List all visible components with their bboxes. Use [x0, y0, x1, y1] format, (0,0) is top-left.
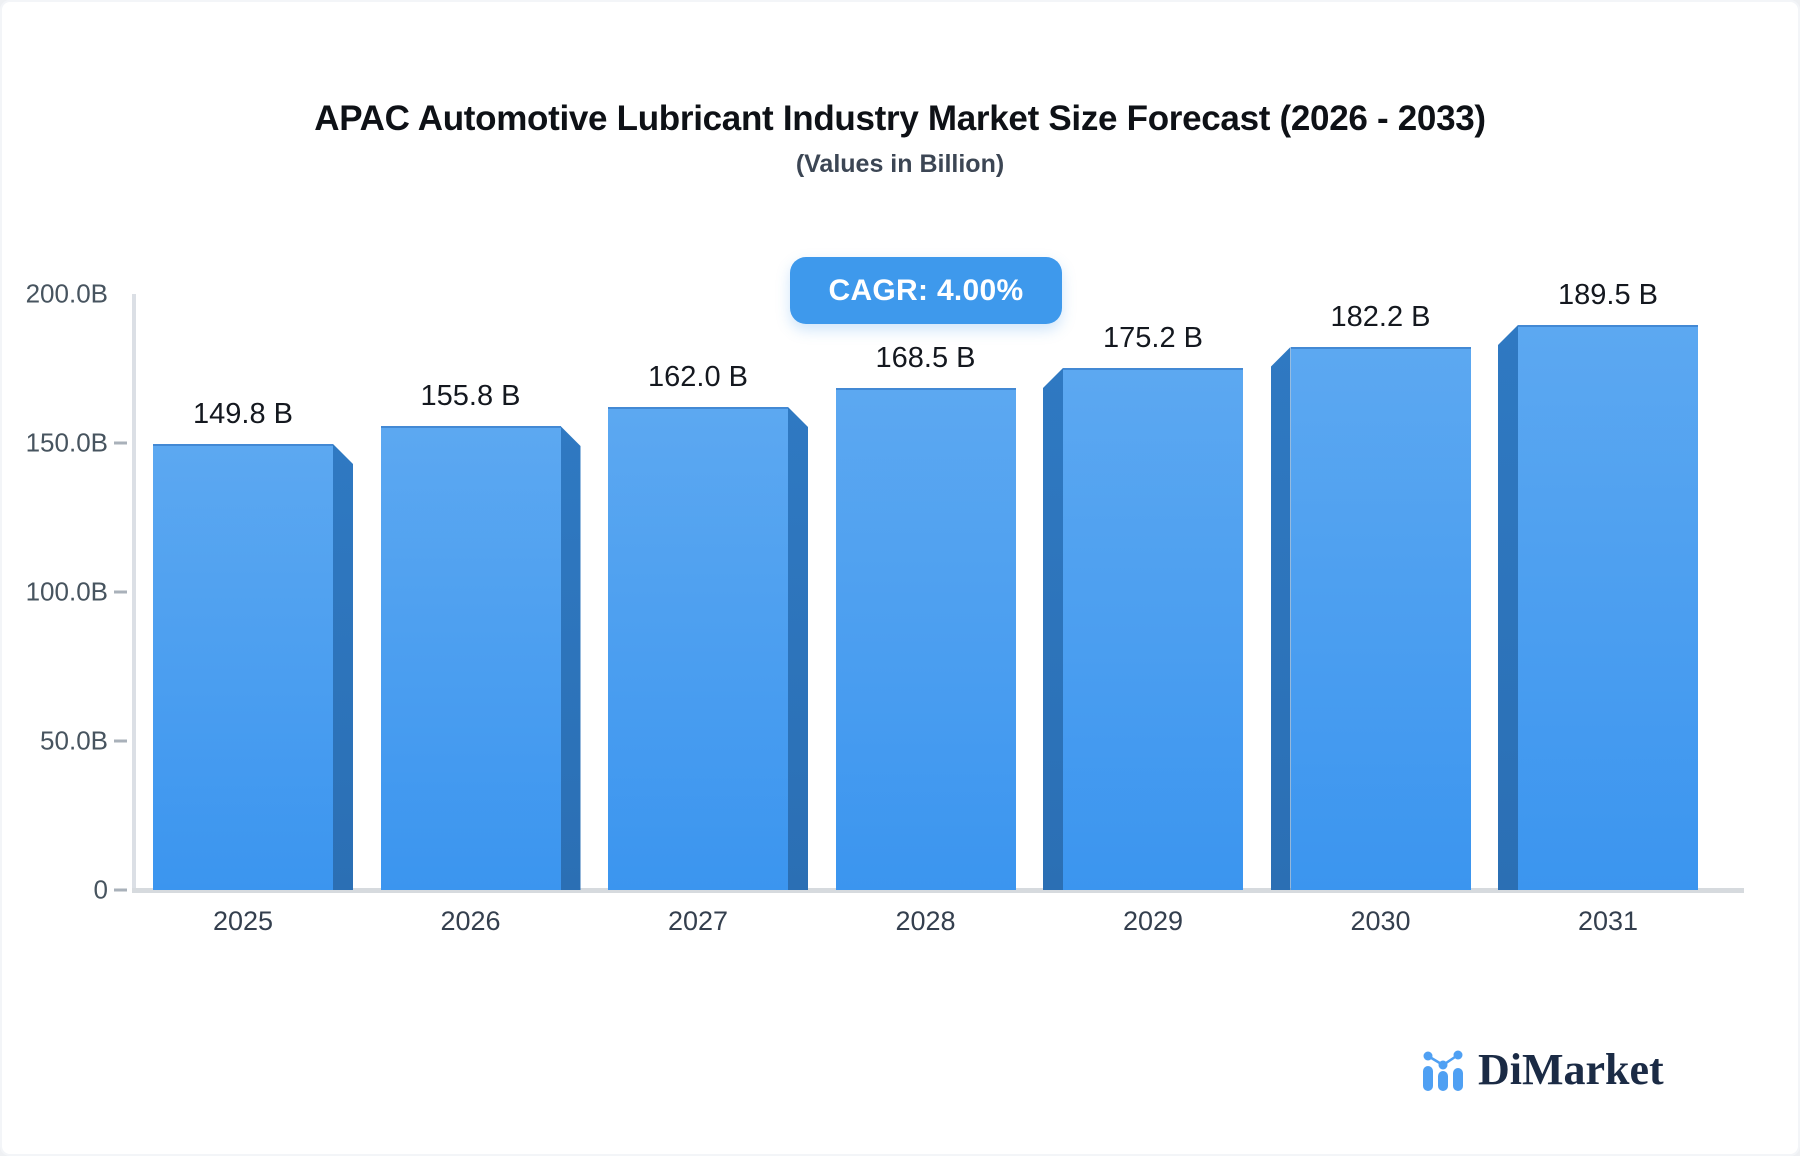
bar-bevel-2026 [560, 426, 581, 890]
x-axis-tick-label: 2027 [667, 906, 729, 936]
x-axis-tick-label: 2029 [1122, 906, 1184, 936]
bar-2025[interactable] [153, 444, 333, 890]
cagr-badge: CAGR: 4.00% [790, 257, 1062, 324]
chart-subtitle: (Values in Billion) [795, 150, 1005, 178]
x-axis-tick-label: 2025 [212, 906, 274, 936]
bar-bevel-2025 [333, 444, 353, 890]
brand-logo: DiMarket [1420, 1044, 1664, 1095]
bar-bevel-2031 [1498, 325, 1518, 890]
bar-2027[interactable] [608, 407, 788, 890]
x-axis-tick-label: 2026 [440, 906, 501, 936]
y-axis-tick-label: 200.0B [25, 278, 108, 309]
y-axis-tick-label: 0 [93, 874, 108, 905]
bar-2030[interactable] [1290, 347, 1471, 890]
bar-value-label: 155.8 B [420, 380, 521, 412]
y-axis-tick-label: 50.0B [40, 725, 108, 756]
mini-bar-line-chart-icon [1423, 1050, 1463, 1091]
bar-2031[interactable] [1518, 325, 1698, 890]
y-axis-tick-mark [114, 590, 127, 594]
x-axis-tick-label: 2031 [1577, 906, 1639, 936]
bar-value-label: 162.0 B [648, 361, 748, 393]
cagr-badge-text: CAGR: 4.00% [828, 273, 1024, 307]
bar-bevel-2029 [1043, 368, 1063, 890]
y-axis-line [132, 294, 136, 890]
y-axis-tick-mark [114, 441, 127, 445]
x-axis-tick-label: 2028 [895, 906, 956, 936]
y-axis-tick-label: 100.0B [25, 576, 108, 607]
y-axis-tick-mark [114, 739, 127, 743]
bar-2026[interactable] [380, 426, 561, 890]
bar-bevel-2027 [788, 407, 808, 890]
brand-name: DiMarket [1478, 1045, 1664, 1094]
bar-value-label: 149.8 B [193, 398, 293, 430]
bar-value-label: 182.2 B [1330, 301, 1431, 333]
x-axis-line [132, 888, 1744, 893]
bar-value-label: 189.5 B [1558, 279, 1658, 311]
bar-2029[interactable] [1063, 368, 1243, 890]
y-axis-tick-mark [114, 888, 127, 892]
y-axis-tick-label: 150.0B [25, 427, 108, 458]
x-axis-tick-label: 2030 [1350, 906, 1411, 936]
bar-2028[interactable] [835, 388, 1016, 890]
bar-value-label: 168.5 B [875, 342, 976, 374]
bar-bevel-2030 [1270, 347, 1291, 890]
chart-title: APAC Automotive Lubricant Industry Marke… [314, 99, 1486, 138]
bar-value-label: 175.2 B [1103, 322, 1203, 354]
